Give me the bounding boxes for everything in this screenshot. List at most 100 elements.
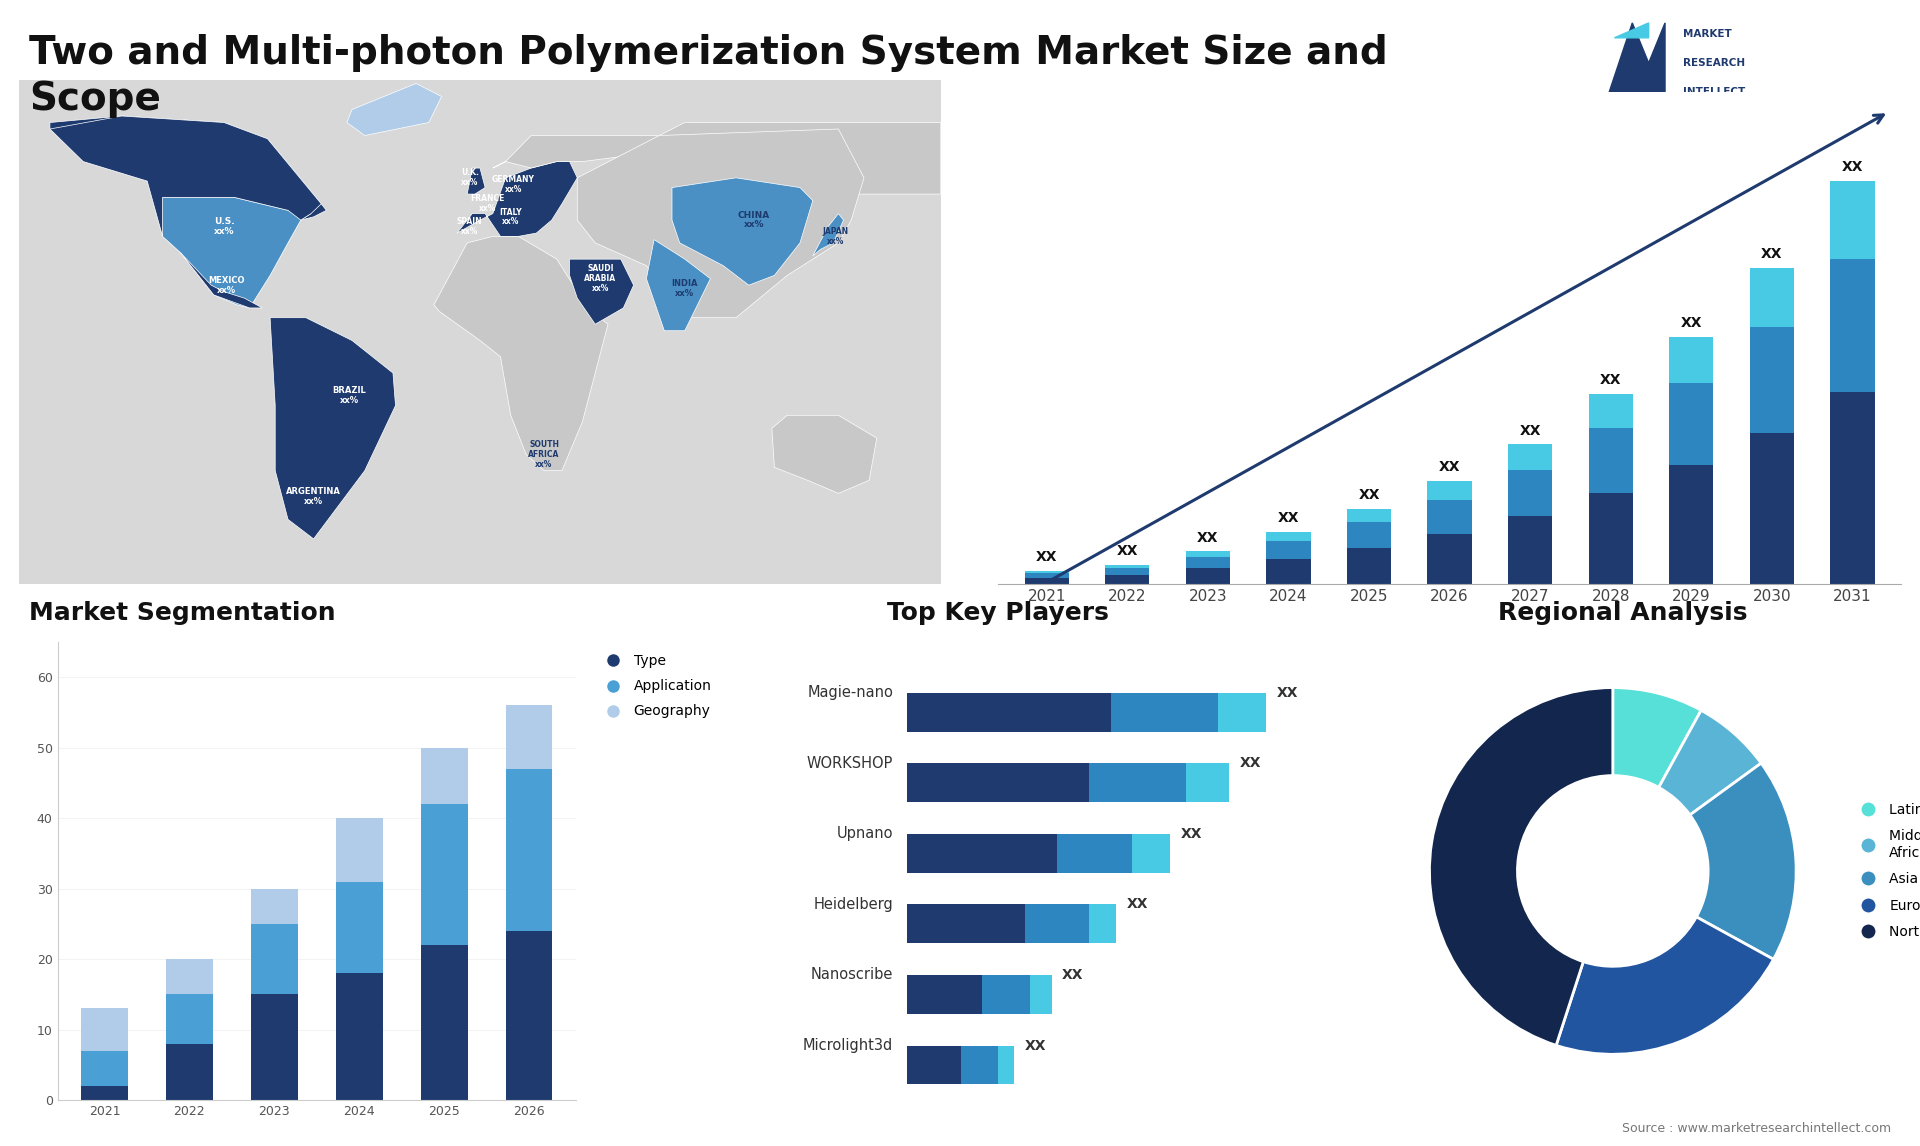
Bar [505,769,553,931]
Legend: Latin America, Middle East &
Africa, Asia Pacific, Europe, North America: Latin America, Middle East & Africa, Asi… [1849,798,1920,944]
Bar [420,804,468,945]
Text: XX: XX [1841,159,1862,174]
Text: WORKSHOP: WORKSHOP [806,756,893,771]
Text: XX: XX [1761,246,1782,261]
Bar [505,931,553,1100]
Bar [906,975,983,1014]
Bar [983,975,1031,1014]
Bar [1187,557,1231,568]
Bar [1133,834,1169,873]
Bar [1588,429,1632,493]
Bar [1106,565,1150,568]
Bar [420,945,468,1100]
Polygon shape [1605,23,1665,103]
Bar [252,924,298,995]
Bar [906,693,1112,731]
Bar [1267,532,1311,541]
Bar [165,1044,213,1100]
Polygon shape [180,252,263,308]
Wedge shape [1613,688,1701,787]
Bar [1427,500,1473,534]
Text: XX: XX [1037,550,1058,564]
Wedge shape [1555,917,1774,1054]
Text: MEXICO
xx%: MEXICO xx% [207,276,246,295]
Polygon shape [578,129,864,317]
Text: Heidelberg: Heidelberg [814,897,893,912]
Bar [81,1086,129,1100]
Polygon shape [434,236,609,471]
Bar [1025,904,1089,943]
Text: Source : www.marketresearchintellect.com: Source : www.marketresearchintellect.com [1622,1122,1891,1135]
Bar [420,747,468,804]
Polygon shape [271,317,396,539]
Bar [906,1045,960,1084]
Text: RESEARCH: RESEARCH [1682,58,1745,68]
Bar [1507,516,1553,584]
Bar [1588,493,1632,584]
Text: XX: XX [1198,531,1219,544]
Bar [1749,433,1793,584]
Text: CHINA
xx%: CHINA xx% [737,211,770,229]
Bar [1267,559,1311,584]
Polygon shape [457,162,578,236]
Text: XX: XX [1117,544,1139,558]
Bar [1830,259,1874,392]
Bar [1668,383,1713,465]
Bar [336,881,382,973]
Text: Regional Analysis: Regional Analysis [1498,601,1747,625]
Bar [1187,568,1231,584]
Bar [906,834,1058,873]
Text: XX: XX [1025,1038,1046,1052]
Text: Nanoscribe: Nanoscribe [810,967,893,982]
Text: XX: XX [1357,488,1380,502]
Text: Two and Multi-photon Polymerization System Market Size and
Scope: Two and Multi-photon Polymerization Syst… [29,34,1388,118]
Bar [505,705,553,769]
Text: XX: XX [1238,756,1261,770]
Bar [165,995,213,1044]
Bar [960,1045,998,1084]
Bar [1187,763,1229,802]
Text: BRAZIL
xx%: BRAZIL xx% [332,386,367,406]
Bar [1031,975,1052,1014]
Polygon shape [672,178,812,285]
Text: JAPAN
xx%: JAPAN xx% [824,227,849,245]
Bar [1507,445,1553,470]
Text: XX: XX [1127,897,1148,911]
Bar [1668,465,1713,584]
Text: Market Segmentation: Market Segmentation [29,601,336,625]
Polygon shape [1615,23,1649,38]
Bar [1058,834,1133,873]
Text: ITALY
xx%: ITALY xx% [499,207,522,226]
Text: XX: XX [1519,424,1542,438]
Bar [1346,523,1392,548]
Bar [1346,548,1392,584]
Legend: Type, Application, Geography: Type, Application, Geography [593,649,716,724]
Text: GERMANY
xx%: GERMANY xx% [492,175,534,194]
Text: XX: XX [1438,461,1461,474]
Polygon shape [570,259,634,324]
Text: SPAIN
xx%: SPAIN xx% [457,218,482,236]
Text: XX: XX [1680,315,1701,330]
Text: XX: XX [1062,968,1083,982]
Text: Upnano: Upnano [837,826,893,841]
Bar [1025,573,1069,578]
Text: Microlight3d: Microlight3d [803,1038,893,1053]
Text: ARGENTINA
xx%: ARGENTINA xx% [286,487,342,507]
Bar [1106,575,1150,584]
Wedge shape [1659,711,1761,815]
Bar [1025,578,1069,584]
Text: INTELLECT: INTELLECT [1682,87,1745,96]
Bar [336,818,382,881]
Bar [1830,392,1874,584]
Wedge shape [1430,688,1613,1045]
Text: XX: XX [1599,374,1622,387]
Text: Top Key Players: Top Key Players [887,601,1110,625]
Bar [1089,763,1187,802]
Bar [1427,481,1473,500]
Text: SOUTH
AFRICA
xx%: SOUTH AFRICA xx% [528,440,561,469]
Bar [906,904,1025,943]
Bar [1749,268,1793,328]
Bar [1089,904,1116,943]
Polygon shape [647,240,710,331]
Bar [81,1051,129,1086]
